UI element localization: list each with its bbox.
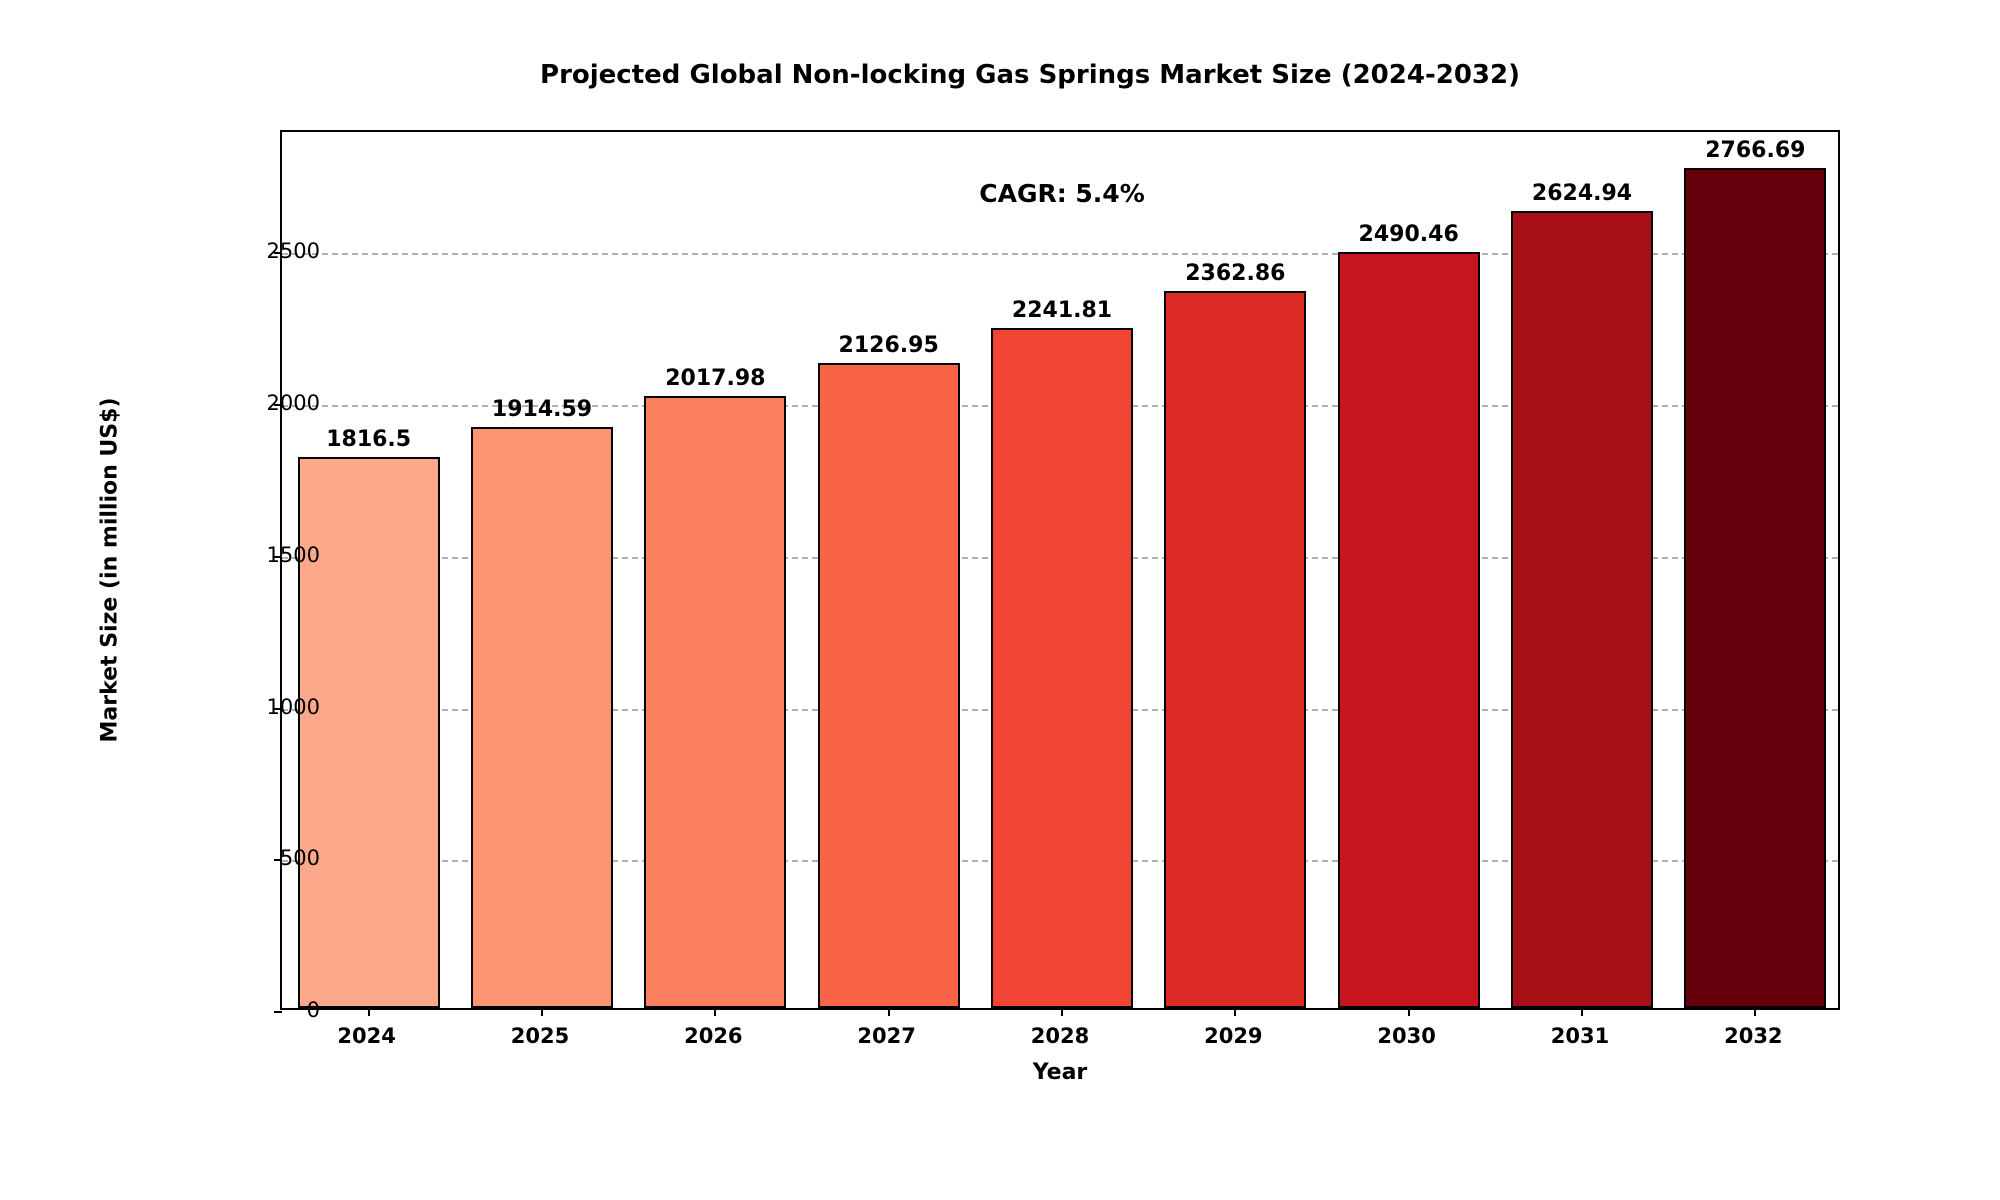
bar-value-label: 2017.98 <box>665 366 765 391</box>
xtick-mark <box>888 1008 890 1016</box>
ytick-label: 0 <box>307 998 320 1022</box>
bar <box>818 363 960 1008</box>
xtick-label: 2029 <box>1204 1024 1262 1048</box>
xtick-mark <box>1754 1008 1756 1016</box>
xtick-label: 2032 <box>1724 1024 1782 1048</box>
chart-container: Projected Global Non-locking Gas Springs… <box>170 60 1890 1120</box>
xtick-mark <box>1408 1008 1410 1016</box>
plot-area: 1816.5 1914.59 2017.98 2126.95 2241.81 2362.8… <box>280 130 1840 1010</box>
ytick-mark <box>274 1011 282 1013</box>
ytick-label: 500 <box>280 846 320 870</box>
xtick-label: 2030 <box>1377 1024 1435 1048</box>
bar <box>991 328 1133 1008</box>
xtick-label: 2025 <box>511 1024 569 1048</box>
xtick-mark <box>1061 1008 1063 1016</box>
xtick-mark <box>714 1008 716 1016</box>
xtick-label: 2027 <box>857 1024 915 1048</box>
xtick-mark <box>1234 1008 1236 1016</box>
bar <box>1338 252 1480 1008</box>
y-axis-label: Market Size (in million US$) <box>98 397 123 742</box>
bar <box>1684 168 1826 1008</box>
bar <box>1164 291 1306 1008</box>
xtick-label: 2024 <box>337 1024 395 1048</box>
ytick-label: 1000 <box>267 695 320 719</box>
ytick-label: 2500 <box>267 239 320 263</box>
xtick-mark <box>1581 1008 1583 1016</box>
xtick-mark <box>541 1008 543 1016</box>
bar-value-label: 1816.5 <box>326 427 411 452</box>
bar-value-label: 2766.69 <box>1705 138 1805 163</box>
cagr-annotation: CAGR: 5.4% <box>979 179 1145 208</box>
xtick-label: 2031 <box>1551 1024 1609 1048</box>
bar-value-label: 2241.81 <box>1012 298 1112 323</box>
bar <box>298 457 440 1008</box>
bar-value-label: 2490.46 <box>1359 222 1459 247</box>
xtick-mark <box>368 1008 370 1016</box>
bar <box>471 427 613 1008</box>
xtick-label: 2026 <box>684 1024 742 1048</box>
x-axis-label: Year <box>280 1060 1840 1085</box>
bar <box>644 396 786 1008</box>
bar <box>1511 211 1653 1008</box>
bar-value-label: 2126.95 <box>839 333 939 358</box>
bar-value-label: 1914.59 <box>492 397 592 422</box>
ytick-label: 2000 <box>267 391 320 415</box>
chart-title: Projected Global Non-locking Gas Springs… <box>170 60 1890 90</box>
bar-value-label: 2362.86 <box>1185 261 1285 286</box>
bar-value-label: 2624.94 <box>1532 181 1632 206</box>
ytick-label: 1500 <box>267 543 320 567</box>
xtick-label: 2028 <box>1031 1024 1089 1048</box>
